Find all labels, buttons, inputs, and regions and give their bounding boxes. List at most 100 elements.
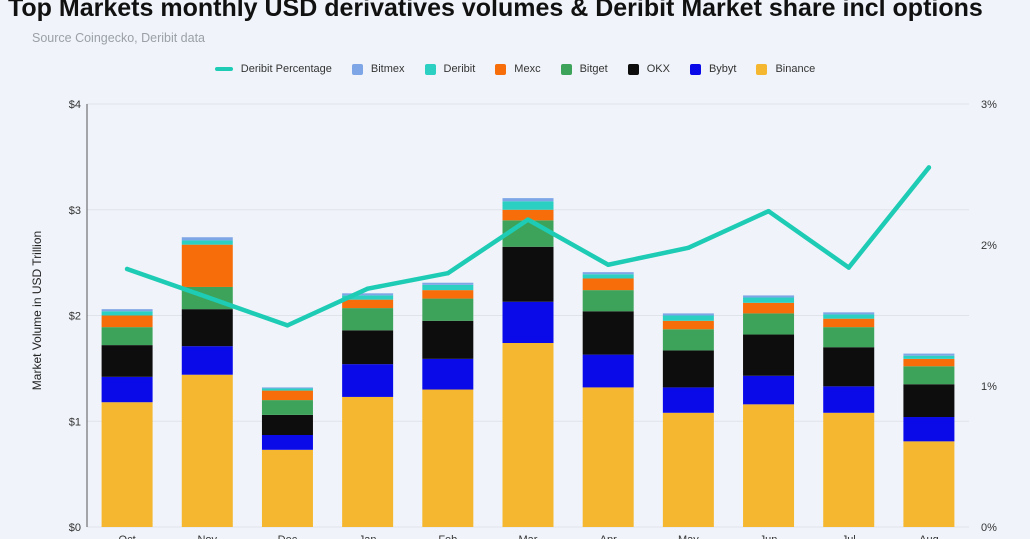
bar-bitmex-feb [422, 282, 474, 285]
bar-bitmex-jul [823, 312, 875, 315]
bar-bitmex-may [662, 313, 714, 316]
bar-bybyt-dec [261, 434, 313, 450]
deribit-percentage-point [365, 286, 370, 291]
deribit-percentage-point [124, 266, 130, 272]
legend-label: Deribit [443, 63, 476, 75]
legend-item-bitmex: Bitmex [351, 63, 405, 75]
bar-bybyt-apr [582, 354, 634, 388]
bar-bitget-apr [582, 290, 634, 312]
bar-okx-jun [743, 334, 795, 376]
bar-bitmex-oct [101, 309, 153, 312]
x-tick-label: Mar [519, 534, 538, 539]
legend-swatch [214, 67, 233, 71]
bar-mexc-jun [743, 302, 795, 314]
bar-deribit-may [662, 315, 714, 321]
bar-okx-mar [502, 246, 554, 302]
bar-binance-oct [101, 402, 153, 527]
legend-item-okx: OKX [627, 63, 670, 75]
legend-item-binance: Binance [756, 63, 815, 75]
bar-bitmex-dec [261, 387, 313, 389]
legend-label: Bitmex [370, 63, 405, 75]
bar-mexc-jan [342, 299, 394, 309]
x-tick-label: Jun [760, 534, 778, 539]
legend-swatch [351, 63, 363, 75]
bar-okx-oct [101, 345, 153, 377]
bar-bybyt-jan [342, 364, 394, 397]
deribit-percentage-point [605, 262, 611, 267]
y2-tick-label: 1% [981, 381, 997, 393]
legend-swatch [689, 63, 701, 75]
bar-okx-jan [342, 330, 394, 365]
bar-binance-jul [823, 412, 875, 527]
legend-label: Deribit Percentage [240, 63, 332, 75]
bar-okx-nov [181, 309, 233, 347]
legend-swatch [627, 63, 639, 75]
legend-item-bybyt: Bybyt [689, 63, 737, 75]
bar-okx-may [662, 350, 714, 388]
bar-mexc-nov [181, 244, 233, 287]
x-tick-label: Jul [842, 534, 856, 539]
bar-deribit-dec [261, 388, 313, 391]
legend-label: Bybyt [708, 63, 737, 75]
y2-tick-label: 0% [981, 522, 997, 534]
bar-okx-apr [582, 311, 634, 355]
legend-item-deribit: Deribit [424, 63, 476, 75]
deribit-percentage-point [445, 271, 451, 276]
legend-swatch [424, 63, 436, 75]
deribit-percentage-point [926, 165, 932, 170]
x-tick-label: Apr [600, 534, 617, 539]
y-tick-label: $2 [69, 311, 81, 323]
x-tick-label: Feb [438, 534, 457, 539]
bar-bitget-jan [342, 308, 394, 331]
legend-label: Binance [775, 63, 816, 75]
bar-deribit-jun [743, 297, 795, 303]
y2-tick-label: 3% [981, 99, 997, 111]
bar-deribit-aug [903, 355, 955, 359]
bar-mexc-apr [582, 278, 634, 291]
bar-bitget-jul [823, 327, 875, 348]
x-tick-label: Dec [278, 534, 298, 539]
deribit-percentage-point [766, 208, 771, 214]
bar-bitmex-nov [181, 237, 233, 241]
legend-label: Bitget [579, 63, 608, 75]
bar-bitget-jun [743, 313, 795, 335]
bar-bitget-oct [101, 327, 153, 346]
bar-okx-feb [422, 320, 474, 359]
legend-swatch [495, 63, 507, 75]
bar-bybyt-oct [101, 376, 153, 403]
bar-bitget-feb [422, 298, 474, 321]
chart-legend: Deribit Percentage Bitmex Deribit Mexc Bitge… [0, 63, 1030, 75]
bar-bitmex-jan [342, 293, 394, 296]
bar-bitget-aug [903, 366, 955, 385]
bar-binance-dec [261, 449, 313, 527]
bar-okx-dec [261, 414, 313, 435]
bar-bitmex-mar [502, 198, 554, 202]
deribit-percentage-point [285, 323, 290, 328]
bar-bybyt-nov [181, 346, 233, 375]
bar-binance-may [662, 412, 714, 527]
legend-label: OKX [646, 63, 670, 75]
bar-bitmex-aug [903, 353, 955, 356]
bar-binance-mar [502, 342, 554, 527]
bar-okx-jul [823, 347, 875, 387]
bar-bybyt-jul [823, 386, 875, 413]
bar-deribit-jul [823, 314, 875, 319]
bar-bybyt-may [662, 387, 714, 413]
chart-subtitle: Source Coingecko, Deribit data [32, 31, 206, 45]
deribit-percentage-point [205, 294, 210, 300]
bar-okx-aug [903, 384, 955, 418]
bar-mexc-may [662, 320, 714, 330]
deribit-percentage-point [525, 217, 531, 222]
bar-deribit-apr [582, 274, 634, 279]
bar-mexc-feb [422, 290, 474, 299]
bar-bybyt-mar [502, 301, 554, 343]
y-tick-label: $4 [69, 99, 81, 111]
bar-deribit-oct [101, 311, 153, 316]
bar-bybyt-aug [903, 417, 955, 442]
legend-item-bitget: Bitget [560, 63, 608, 75]
y2-tick-label: 2% [981, 240, 997, 252]
bar-binance-aug [903, 441, 955, 527]
bar-bitmex-jun [743, 295, 795, 298]
bar-mexc-oct [101, 315, 153, 328]
